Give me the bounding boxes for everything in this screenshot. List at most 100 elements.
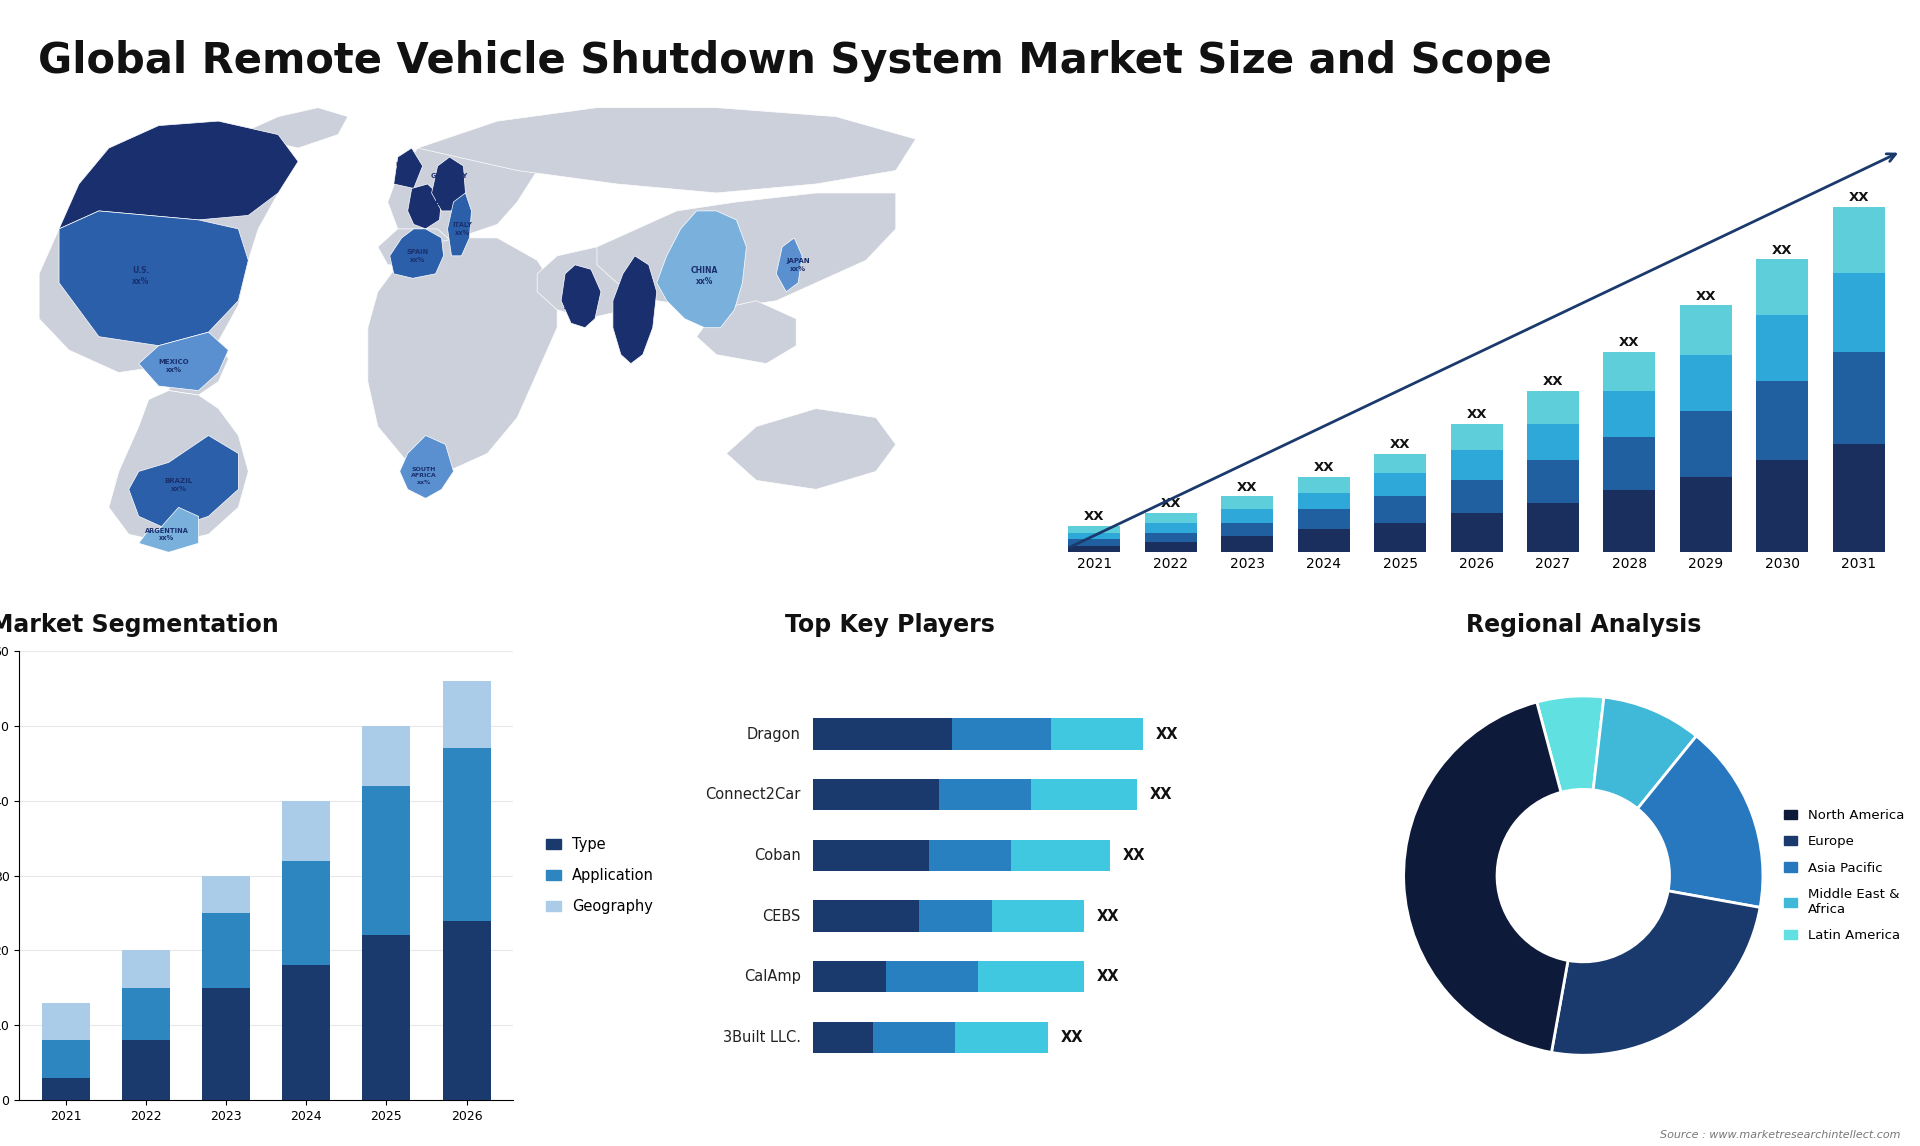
Polygon shape [561,265,601,328]
Bar [1450,450,1503,480]
Bar [1298,477,1350,493]
Bar [1298,529,1350,552]
Text: SAUDI
ARABIA
xx%: SAUDI ARABIA xx% [564,299,591,316]
Polygon shape [394,148,422,188]
Bar [363,725,411,786]
Bar [1068,533,1119,539]
Polygon shape [390,229,444,278]
Polygon shape [60,121,298,229]
Bar [1375,496,1427,523]
Text: XX: XX [1390,438,1411,450]
Bar [1834,352,1885,444]
Text: INTELLECT: INTELLECT [1751,77,1812,87]
Polygon shape [138,332,228,391]
Bar [1298,493,1350,510]
FancyBboxPatch shape [874,1021,956,1053]
FancyBboxPatch shape [814,719,952,749]
Text: XX: XX [1236,480,1258,494]
Text: U.S.
xx%: U.S. xx% [132,266,150,286]
Polygon shape [726,408,897,489]
Bar [1450,424,1503,450]
Text: CANADA
xx%: CANADA xx% [148,163,184,183]
Text: ITALY
xx%: ITALY xx% [453,222,472,236]
Polygon shape [378,229,457,265]
Polygon shape [657,211,747,328]
Polygon shape [432,157,465,211]
Bar [121,950,171,988]
Bar [1526,503,1578,552]
Bar [1221,523,1273,536]
Polygon shape [38,121,298,372]
Text: Coban: Coban [755,848,801,863]
FancyBboxPatch shape [939,779,1031,810]
Polygon shape [407,185,442,229]
FancyBboxPatch shape [814,840,929,871]
Legend: North America, Europe, Asia Pacific, Middle East &
Africa, Latin America: North America, Europe, Asia Pacific, Mid… [1778,804,1908,948]
Bar [1757,315,1809,382]
Polygon shape [369,238,557,471]
Bar [1757,461,1809,552]
FancyBboxPatch shape [1031,779,1137,810]
FancyBboxPatch shape [885,961,979,992]
Bar [1298,510,1350,529]
Polygon shape [597,193,897,309]
Text: Global Remote Vehicle Shutdown System Market Size and Scope: Global Remote Vehicle Shutdown System Ma… [38,40,1551,83]
Bar [1603,489,1655,552]
FancyBboxPatch shape [952,719,1050,749]
Text: RESEARCH: RESEARCH [1751,60,1812,69]
Bar [442,748,492,920]
Bar [202,913,250,988]
Text: XX: XX [1085,510,1104,524]
FancyBboxPatch shape [814,961,885,992]
Bar [1450,512,1503,552]
Bar [1144,523,1196,533]
Bar [1603,352,1655,391]
Bar [1834,444,1885,552]
FancyBboxPatch shape [814,1021,874,1053]
Text: GERMANY
xx%: GERMANY xx% [430,173,468,187]
Text: XX: XX [1542,376,1563,388]
Text: BRAZIL
xx%: BRAZIL xx% [165,478,192,492]
Text: INDIA
xx%: INDIA xx% [620,316,641,330]
Text: JAPAN
xx%: JAPAN xx% [787,258,810,272]
Text: XX: XX [1150,787,1171,802]
Polygon shape [238,108,348,148]
Text: MEXICO
xx%: MEXICO xx% [157,359,188,372]
Text: CEBS: CEBS [762,909,801,924]
Polygon shape [388,139,538,238]
Polygon shape [169,342,228,395]
Text: XX: XX [1313,461,1334,474]
Polygon shape [612,256,657,363]
Bar [202,876,250,913]
Bar [1526,424,1578,461]
Bar [1834,273,1885,352]
FancyBboxPatch shape [1050,719,1144,749]
Text: XX: XX [1772,244,1793,257]
Bar [1680,477,1732,552]
FancyBboxPatch shape [814,779,939,810]
Bar [1375,454,1427,473]
Text: Dragon: Dragon [747,727,801,741]
Polygon shape [1636,36,1726,96]
Bar [121,988,171,1041]
Text: Connect2Car: Connect2Car [705,787,801,802]
Text: XX: XX [1096,909,1119,924]
Bar [1221,536,1273,552]
Bar [363,786,411,935]
Text: SOUTH
AFRICA
xx%: SOUTH AFRICA xx% [411,468,436,485]
Text: Source : www.marketresearchintellect.com: Source : www.marketresearchintellect.com [1661,1130,1901,1140]
Polygon shape [447,193,472,256]
Text: 3Built LLC.: 3Built LLC. [722,1030,801,1045]
Bar [1680,355,1732,410]
Polygon shape [776,238,803,292]
FancyBboxPatch shape [814,901,920,932]
Text: XX: XX [1123,848,1146,863]
Bar [1375,473,1427,496]
Polygon shape [60,211,248,346]
Text: MARKET: MARKET [1751,41,1799,52]
FancyBboxPatch shape [991,901,1085,932]
Bar [42,1041,90,1077]
Bar [363,935,411,1100]
FancyBboxPatch shape [979,961,1085,992]
Bar [1680,410,1732,477]
